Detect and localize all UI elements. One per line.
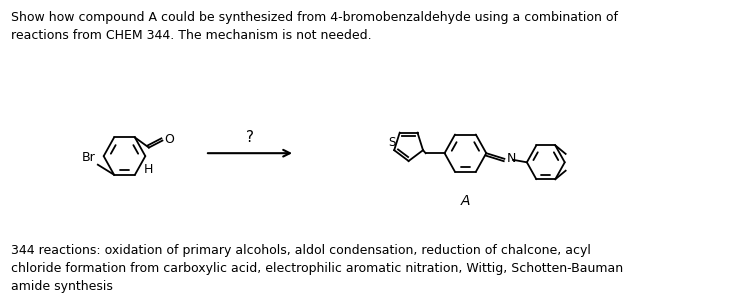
Text: A: A <box>461 194 470 208</box>
Text: O: O <box>165 133 174 146</box>
Text: S: S <box>389 136 396 149</box>
Text: N: N <box>506 152 516 165</box>
Text: ?: ? <box>246 130 254 145</box>
Text: H: H <box>144 163 153 176</box>
Text: Br: Br <box>82 151 96 164</box>
Text: Show how compound A could be synthesized from 4-bromobenzaldehyde using a combin: Show how compound A could be synthesized… <box>11 11 618 42</box>
Text: 344 reactions: oxidation of primary alcohols, aldol condensation, reduction of c: 344 reactions: oxidation of primary alco… <box>11 244 623 293</box>
